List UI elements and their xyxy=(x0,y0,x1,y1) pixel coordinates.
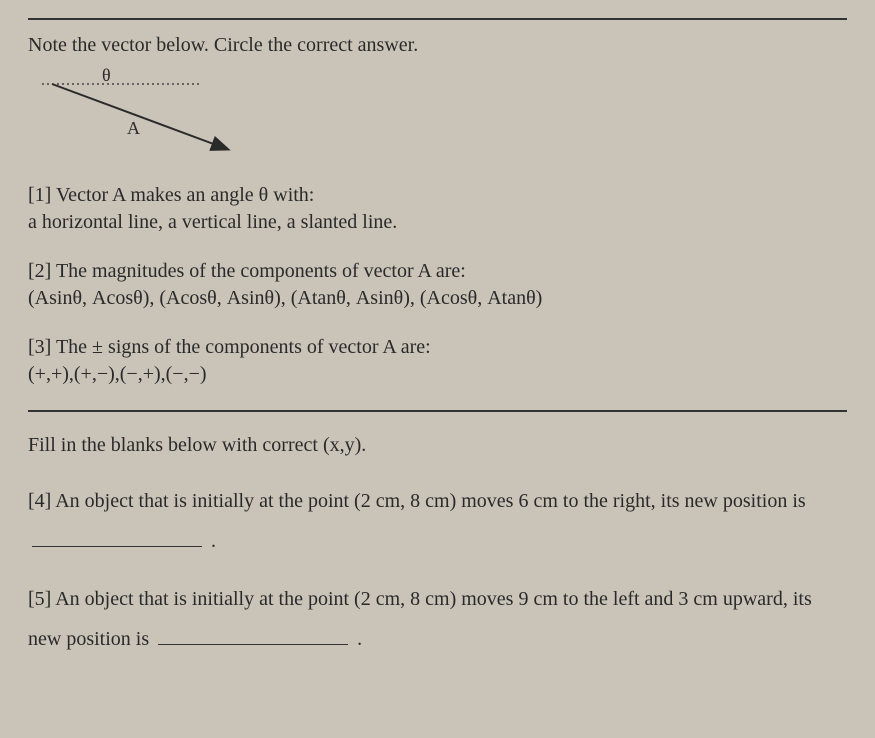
q4-text-post: . xyxy=(206,530,216,552)
q1-line2: a horizontal line, a vertical line, a sl… xyxy=(28,209,847,236)
instruction-top: Note the vector below. Circle the correc… xyxy=(28,34,847,57)
q3-line1: [3] The ± signs of the components of vec… xyxy=(28,334,847,361)
rule-middle xyxy=(28,410,847,412)
q1-line1: [1] Vector A makes an angle θ with: xyxy=(28,182,847,209)
q3-line2: (+,+),(+,−),(−,+),(−,−) xyxy=(28,361,847,388)
q2-line1: [2] The magnitudes of the components of … xyxy=(28,258,847,285)
q2-line2: (Asinθ, Acosθ), (Acosθ, Asinθ), (Atanθ, … xyxy=(28,285,847,312)
vector-arrow xyxy=(52,84,227,149)
theta-label: θ xyxy=(102,67,111,85)
question-5: [5] An object that is initially at the p… xyxy=(28,579,847,659)
vector-a-label: A xyxy=(127,118,140,138)
question-1: [1] Vector A makes an angle θ with: a ho… xyxy=(28,182,847,236)
q5-text-post: . xyxy=(352,628,362,650)
question-2: [2] The magnitudes of the components of … xyxy=(28,258,847,312)
q4-text-pre: [4] An object that is initially at the p… xyxy=(28,490,806,512)
q5-blank[interactable] xyxy=(158,623,348,645)
question-4: [4] An object that is initially at the p… xyxy=(28,481,847,561)
rule-top xyxy=(28,18,847,20)
q5-text-pre: [5] An object that is initially at the p… xyxy=(28,588,812,650)
vector-svg: θ A xyxy=(32,67,242,159)
q4-blank[interactable] xyxy=(32,525,202,547)
question-3: [3] The ± signs of the components of vec… xyxy=(28,334,847,388)
fill-instruction: Fill in the blanks below with correct (x… xyxy=(28,434,847,457)
vector-diagram: θ A xyxy=(32,67,847,164)
